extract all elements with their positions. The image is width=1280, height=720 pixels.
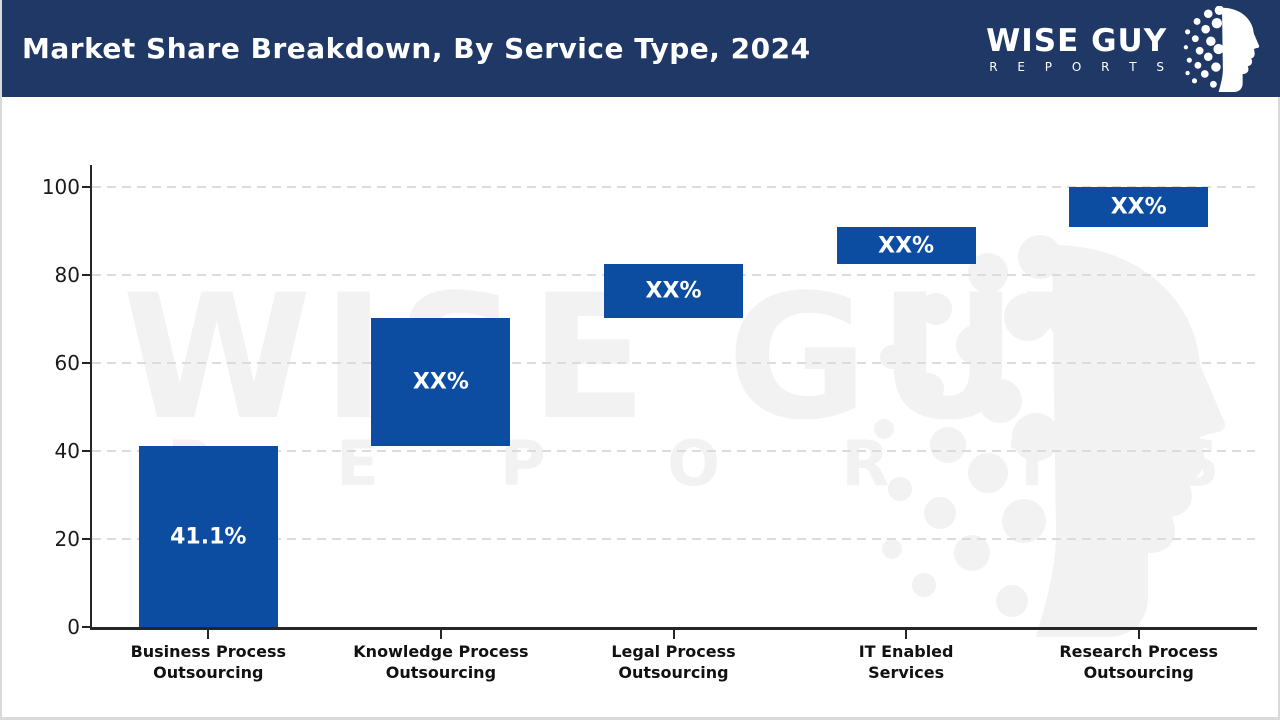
y-tick-label: 40 bbox=[54, 439, 80, 463]
y-tick-mark bbox=[82, 274, 91, 276]
bar-segment bbox=[1069, 187, 1209, 228]
header-bar: Market Share Breakdown, By Service Type,… bbox=[2, 0, 1280, 97]
grid-line bbox=[92, 362, 1255, 364]
grid-line bbox=[92, 538, 1255, 540]
dotted-face-profile-icon bbox=[1183, 6, 1260, 92]
y-tick-label: 80 bbox=[54, 263, 80, 287]
y-tick-label: 60 bbox=[54, 351, 80, 375]
y-tick-mark bbox=[82, 186, 91, 188]
brand-logo-text: WISE GUY R E P O R T S bbox=[981, 24, 1172, 74]
watermark-dotted-face-profile-icon bbox=[874, 235, 1226, 637]
y-tick-mark bbox=[82, 450, 91, 452]
y-tick-mark bbox=[82, 626, 91, 628]
grid-line bbox=[92, 450, 1255, 452]
y-tick-label: 100 bbox=[41, 175, 80, 199]
y-axis-spine bbox=[90, 165, 92, 629]
x-category-label: Research Process Outsourcing bbox=[1059, 642, 1219, 682]
x-tick-mark bbox=[672, 630, 675, 639]
x-tick-mark bbox=[439, 630, 442, 639]
bar-value-label: 41.1% bbox=[170, 524, 247, 550]
x-axis-spine bbox=[90, 627, 1257, 630]
x-tick-mark bbox=[207, 630, 210, 639]
bar-segment bbox=[604, 264, 743, 319]
bar-value-label: XX% bbox=[878, 233, 935, 259]
y-tick-mark bbox=[82, 538, 91, 540]
bar-segment bbox=[836, 227, 976, 264]
x-category-label: Business Process Outsourcing bbox=[130, 642, 287, 682]
brand-subtitle: R E P O R T S bbox=[989, 60, 1172, 74]
x-category-label: Legal Process Outsourcing bbox=[611, 642, 736, 682]
page-title: Market Share Breakdown, By Service Type,… bbox=[22, 32, 811, 65]
brand-logo: WISE GUY R E P O R T S bbox=[981, 6, 1268, 92]
x-category-label: IT Enabled Services bbox=[858, 642, 954, 682]
y-tick-mark bbox=[82, 362, 91, 364]
y-tick-label: 0 bbox=[67, 615, 80, 639]
x-tick-mark bbox=[1137, 630, 1140, 639]
bar-value-label: XX% bbox=[645, 278, 702, 304]
y-tick-label: 20 bbox=[54, 527, 80, 551]
bar-value-label: XX% bbox=[1110, 194, 1167, 220]
bar-segment bbox=[138, 446, 278, 627]
bar-value-label: XX% bbox=[412, 369, 469, 395]
brand-name: WISE GUY bbox=[986, 23, 1168, 59]
x-tick-mark bbox=[905, 630, 908, 639]
bar-segment bbox=[371, 318, 511, 447]
grid-line bbox=[92, 186, 1255, 188]
x-category-label: Knowledge Process Outsourcing bbox=[353, 642, 529, 682]
